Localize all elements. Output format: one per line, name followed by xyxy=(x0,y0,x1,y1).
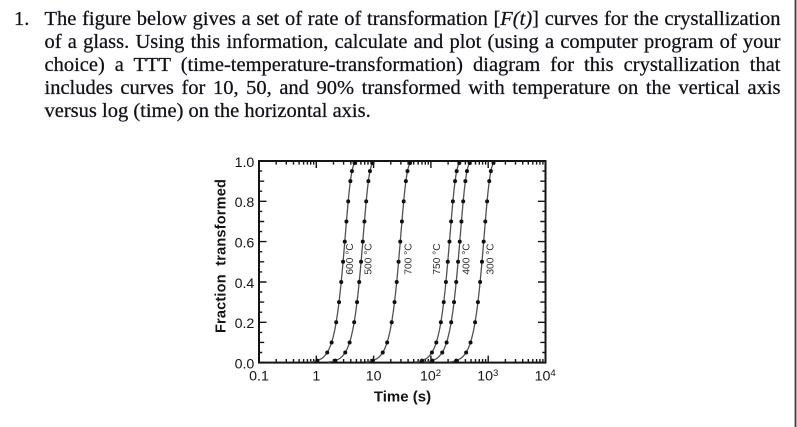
svg-text:1: 1 xyxy=(312,369,320,385)
svg-text:4: 4 xyxy=(550,368,556,379)
svg-text:400 °C: 400 °C xyxy=(461,243,472,274)
svg-text:750 °C: 750 °C xyxy=(432,243,443,274)
svg-text:500 °C: 500 °C xyxy=(363,243,374,274)
svg-text:0.0: 0.0 xyxy=(235,357,255,373)
svg-text:600 °C: 600 °C xyxy=(345,243,356,274)
svg-text:Fraction transformed: Fraction transformed xyxy=(214,179,230,333)
svg-text:300 °C: 300 °C xyxy=(486,243,497,274)
svg-text:10: 10 xyxy=(535,369,551,385)
svg-text:10: 10 xyxy=(477,369,493,385)
svg-text:2: 2 xyxy=(436,368,441,379)
svg-text:700 °C: 700 °C xyxy=(404,243,415,274)
svg-text:3: 3 xyxy=(493,368,498,379)
svg-text:0.2: 0.2 xyxy=(235,316,255,332)
svg-text:10: 10 xyxy=(366,369,382,385)
svg-text:0.8: 0.8 xyxy=(235,195,255,211)
svg-text:0.4: 0.4 xyxy=(235,276,255,292)
svg-text:0.1: 0.1 xyxy=(249,369,269,385)
svg-text:0.6: 0.6 xyxy=(235,236,255,252)
svg-text:Time (s): Time (s) xyxy=(374,389,431,406)
svg-text:1.0: 1.0 xyxy=(235,155,255,171)
svg-text:10: 10 xyxy=(420,369,436,385)
